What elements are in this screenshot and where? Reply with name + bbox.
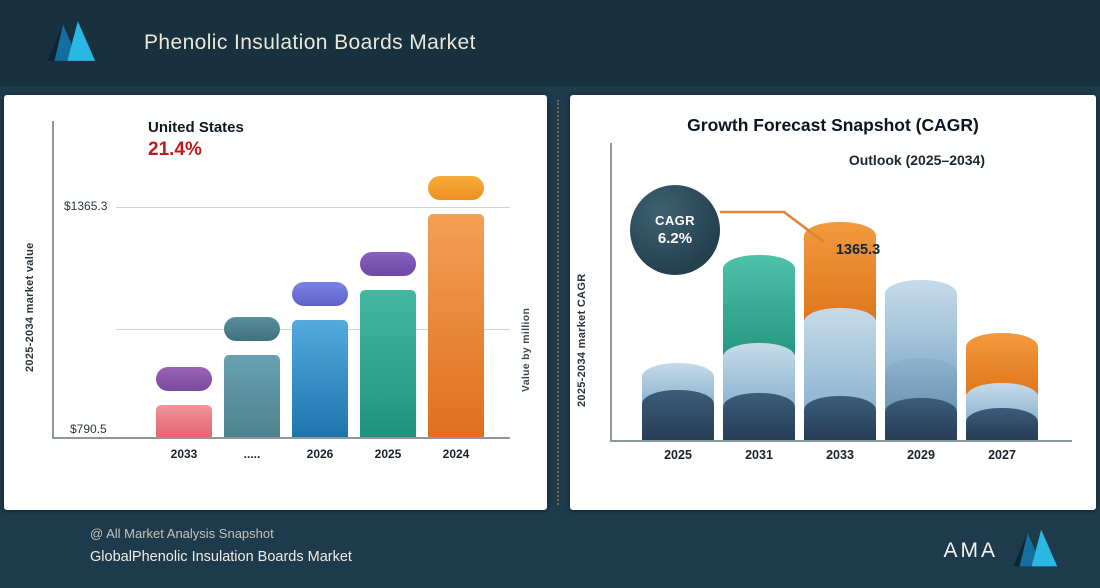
panel-divider — [557, 100, 559, 505]
value-bar-2025 — [360, 290, 416, 437]
pill-marker-2024 — [428, 176, 484, 200]
x-tick-2025: 2025 — [664, 448, 692, 462]
left-y-axis-label: 2025-2034 market value — [24, 242, 36, 372]
growth-rate-value: 21.4% — [148, 139, 202, 160]
y-tick-bottom: $790.5 — [70, 422, 107, 436]
us-market-value-panel: 2025-2034 market value Value by million … — [4, 95, 547, 510]
pill-marker-..... — [224, 317, 280, 341]
value-bar-2024 — [428, 214, 484, 437]
segment-2031-navy — [723, 393, 795, 440]
x-tick-2033: 2033 — [170, 447, 198, 461]
segment-2029-lightblue — [885, 280, 957, 370]
forecast-subtitle: Outlook (2025–2034) — [848, 152, 985, 168]
segment-2025-navy — [642, 390, 714, 440]
y-tick-top: $1365.3 — [64, 199, 108, 213]
pill-marker-2033 — [156, 367, 212, 391]
forecast-title: Growth Forecast Snapshot (CAGR) — [687, 115, 979, 135]
x-tick-2033: 2033 — [826, 448, 854, 462]
x-tick-2031: 2031 — [745, 448, 773, 462]
footer-source: GlobalPhenolic Insulation Boards Market — [90, 549, 352, 565]
pill-marker-2026 — [292, 282, 348, 306]
segment-2033-orange — [804, 222, 876, 320]
ama-footer-logo-icon — [1010, 528, 1058, 573]
header: Phenolic Insulation Boards Market — [0, 0, 1100, 86]
x-tick-2027: 2027 — [988, 448, 1016, 462]
footer-note: @ All Market Analysis Snapshot — [90, 526, 274, 541]
left-x-axis-line — [52, 437, 510, 439]
left-y-axis-line — [52, 121, 54, 439]
x-tick-2024: 2024 — [442, 447, 470, 461]
x-tick-2025: 2025 — [374, 447, 402, 461]
right-y-axis-line — [610, 143, 612, 442]
region-label: United States — [148, 119, 244, 136]
cagr-value: 6.2% — [657, 230, 693, 247]
footer-brand-text: AMA — [943, 538, 998, 562]
pill-marker-2025 — [360, 252, 416, 276]
cagr-label: CAGR — [655, 213, 695, 228]
growth-forecast-panel: Growth Forecast Snapshot (CAGR) Outlook … — [570, 95, 1096, 510]
right-chart-bars: 2025 2031 2033 2029 2027 — [642, 95, 1042, 462]
cagr-badge: CAGR 6.2% — [630, 185, 720, 275]
footer-brand: AMA — [943, 528, 1058, 573]
ama-logo-icon — [44, 18, 96, 69]
segment-2033-lightblue — [804, 308, 876, 408]
segment-2029-navy — [885, 398, 957, 440]
segment-2027-navy — [966, 408, 1038, 440]
right-x-axis-line — [610, 440, 1072, 442]
x-tick-2026: 2026 — [306, 447, 334, 461]
x-tick-2029: 2029 — [907, 448, 935, 462]
value-bar-2033 — [156, 405, 212, 437]
segment-2031-teal — [723, 255, 795, 355]
page-title: Phenolic Insulation Boards Market — [144, 31, 476, 54]
peak-value-label: 1365.3 — [835, 242, 881, 258]
x-tick-.....: ..... — [243, 447, 261, 461]
left-chart-bars: 2033..... 2026 2025 2024 — [156, 95, 526, 461]
segment-2033-navy — [804, 396, 876, 440]
value-bar-..... — [224, 355, 280, 437]
gridline-1365 — [116, 207, 510, 208]
value-bar-2026 — [292, 320, 348, 437]
right-y-axis-label: 2025-2034 market CAGR — [576, 273, 588, 408]
